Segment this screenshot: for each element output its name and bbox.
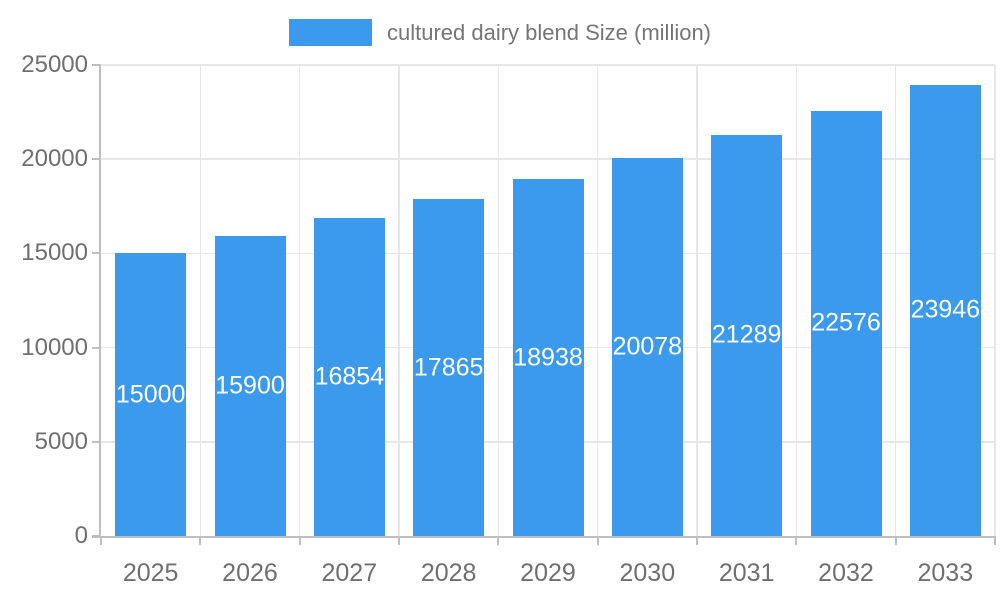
x-tick-label: 2025 [122,559,179,587]
x-tick-label: 2027 [321,559,378,587]
chart-legend[interactable]: cultured dairy blend Size (million) [0,19,1000,46]
x-tick-label: 2031 [718,559,775,587]
bar-2029[interactable] [512,179,584,536]
x-gridline [596,65,599,536]
bar-value-label: 16854 [314,362,385,391]
x-axis-tick [298,536,301,545]
x-tick-label: 2029 [520,559,576,587]
y-axis-tick [92,346,101,349]
y-tick-label: 25000 [21,51,88,78]
x-axis-tick [398,536,400,545]
bar-2026[interactable] [214,236,286,536]
y-tick-label: 20000 [21,145,88,173]
y-tick-label: 5000 [34,427,88,455]
x-gridline [298,65,301,536]
x-tick-label: 2030 [619,559,676,587]
y-tick-label: 15000 [21,239,88,267]
x-tick-label: 2026 [222,559,278,587]
x-axis-tick [696,536,698,545]
x-axis-tick [100,536,102,545]
x-axis-tick [795,536,798,545]
bar-value-label: 22576 [811,308,881,337]
x-axis-tick [199,536,202,545]
y-axis-tick [92,64,101,66]
x-tick-label: 2032 [818,559,874,587]
y-axis-line [99,65,101,536]
x-gridline [497,65,500,536]
x-axis-line [92,536,995,538]
bar-2027[interactable] [313,218,385,536]
bar-value-label: 15900 [215,371,285,400]
x-tick-label: 2033 [917,559,974,587]
x-gridline [199,65,202,536]
bar-2032[interactable] [810,110,882,536]
x-axis-tick [596,536,599,545]
bar-2025[interactable] [115,253,187,536]
y-gridline [101,64,995,66]
x-gridline [994,65,996,536]
legend-swatch-icon [288,19,372,46]
x-axis-tick [994,536,996,545]
x-axis-tick [894,536,897,545]
y-tick-label: 10000 [21,333,88,361]
x-axis-tick [497,536,500,545]
x-gridline [398,65,400,536]
bar-2030[interactable] [611,157,683,536]
bar-value-label: 21289 [711,320,782,349]
legend-label: cultured dairy blend Size (million) [386,20,712,45]
bar-value-label: 20078 [612,332,683,361]
y-gridline [101,158,995,160]
bar-value-label: 23946 [910,295,981,324]
bar-2028[interactable] [413,199,485,536]
x-gridline [696,65,698,536]
bar-value-label: 15000 [115,380,186,409]
bar-value-label: 18938 [513,343,583,372]
y-axis-tick [92,252,101,255]
x-tick-label: 2028 [420,559,477,587]
y-tick-label: 0 [74,522,88,549]
bar-2031[interactable] [711,134,783,536]
bar-value-label: 17865 [413,353,484,382]
y-axis-tick [92,440,101,443]
x-gridline [894,65,897,536]
y-axis-tick [92,158,101,161]
x-gridline [795,65,798,536]
bar-2033[interactable] [909,84,981,536]
